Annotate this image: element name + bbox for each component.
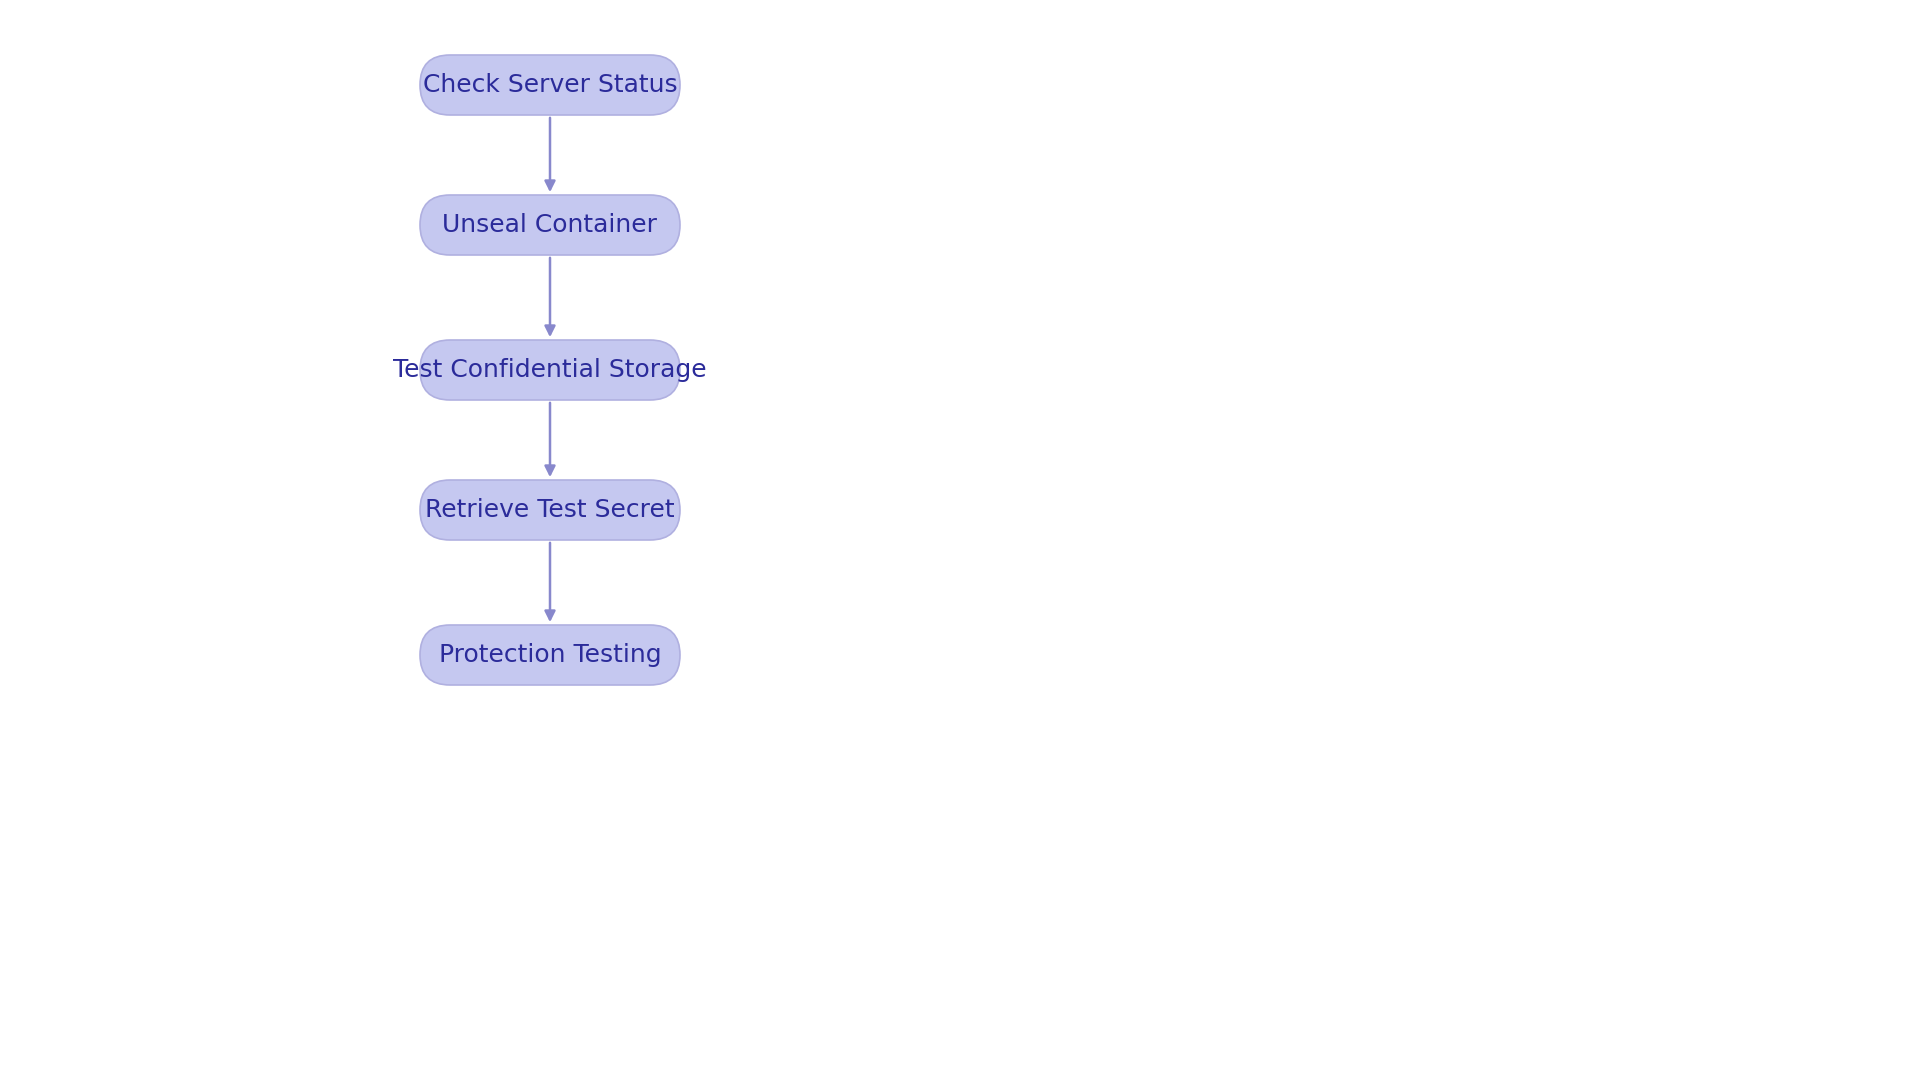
Text: Test Confidential Storage: Test Confidential Storage xyxy=(394,358,707,382)
FancyBboxPatch shape xyxy=(420,340,680,400)
Text: Check Server Status: Check Server Status xyxy=(422,73,678,97)
FancyBboxPatch shape xyxy=(420,195,680,255)
Text: Protection Testing: Protection Testing xyxy=(438,643,660,667)
FancyBboxPatch shape xyxy=(420,625,680,686)
Text: Unseal Container: Unseal Container xyxy=(442,213,657,237)
FancyBboxPatch shape xyxy=(420,55,680,115)
FancyBboxPatch shape xyxy=(420,480,680,540)
Text: Retrieve Test Secret: Retrieve Test Secret xyxy=(424,498,674,522)
